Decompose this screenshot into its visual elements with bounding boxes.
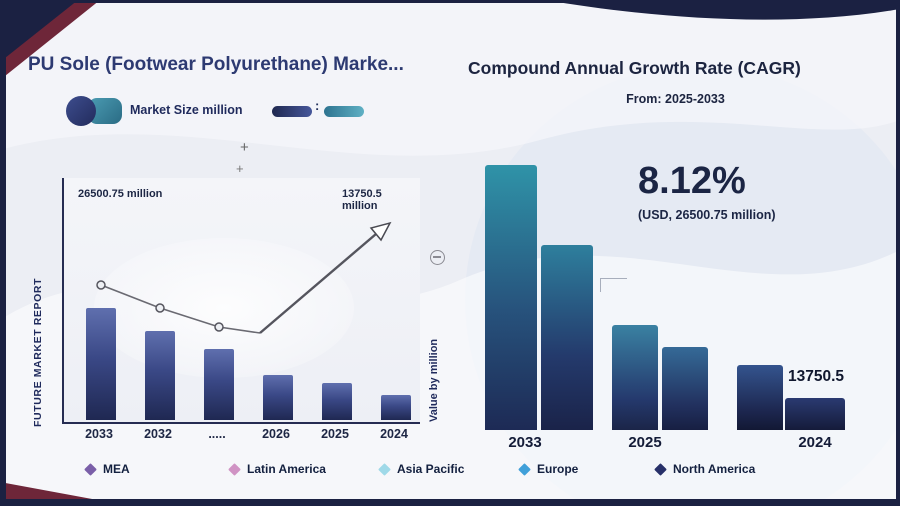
market-size-bar-2024 [381,395,411,420]
cagr-bar-2025-b [662,347,708,430]
cagr-bar-2024-a [737,365,783,430]
market-size-plot: 26500.75 million 13750.5 million [62,178,420,424]
legend-item-label: Asia Pacific [397,462,465,476]
market-size-bar-2033 [86,308,116,420]
region-legend: MEA Latin America Asia Pacific Europe North … [0,462,900,486]
frame-left [0,0,6,506]
x-tick-.....: ..... [208,427,226,441]
market-size-bar-2026 [263,375,293,420]
bracket-decoration [600,278,627,292]
market-size-swatch [66,96,124,126]
cagr-bar-2033-b [541,245,593,430]
cagr-bar-2024-b [785,398,845,430]
plus-decoration: + [236,161,244,176]
top-right-wave [545,0,900,20]
cagr-year-2025: 2025 [628,434,662,451]
right-chart-title: Compound Annual Growth Rate (CAGR) [468,58,801,78]
x-tick-2032: 2032 [144,427,172,441]
legend-diamond-icon [228,462,241,476]
value-label-13750: 13750.5 [788,368,845,385]
legend-pill-navy [272,106,312,117]
legend-diamond-icon [654,462,667,476]
value-axis-label: Value by million [428,338,440,422]
cagr-value: 8.12% [638,160,746,202]
legend-item-latin-america: Latin America [228,462,326,476]
cagr-year-2033: 2033 [508,434,542,451]
annotation-2024-value: 13750.5 million [342,188,382,212]
market-size-bar-..... [204,349,234,420]
left-chart-title: PU Sole (Footwear Polyurethane) Marke... [28,54,404,75]
legend-item-label: Europe [537,462,579,476]
market-size-bar-2032 [145,331,175,420]
x-tick-2024: 2024 [380,427,408,441]
legend-item-asia-pacific: Asia Pacific [378,462,465,476]
legend-pill-teal [324,106,364,117]
cagr-bar-2025-a [612,325,658,430]
circle-icon [430,250,445,265]
annotation-2033-value: 26500.75 million [78,188,163,200]
y-axis-label-left: FUTURE MARKET REPORT [32,277,44,427]
market-size-bar-2025 [322,383,352,420]
legend-diamond-icon [378,462,391,476]
frame-bottom [0,499,900,506]
corner-accent-navy [0,0,78,62]
legend-item-europe: Europe [518,462,579,476]
trend-line-arrow [96,221,392,334]
swatch-navy-circle [66,96,96,126]
legend-diamond-icon [84,462,97,476]
frame-top [0,0,900,3]
x-tick-2033: 2033 [85,427,113,441]
cagr-bar-2033-a [485,165,537,430]
cagr-chart [470,120,890,430]
cagr-year-2024: 2024 [798,434,832,451]
market-size-bars [64,178,420,420]
market-size-legend-label: Market Size million [130,103,243,117]
legend-item-label: Latin America [247,462,326,476]
x-tick-2026: 2026 [262,427,290,441]
legend-item-mea: MEA [84,462,130,476]
legend-separator: : [315,98,320,113]
cagr-detail: (USD, 26500.75 million) [638,208,776,222]
right-chart-subtitle: From: 2025-2033 [626,92,725,106]
legend-item-north-america: North America [654,462,756,476]
plus-decoration: + [240,139,249,156]
frame-right [896,0,900,506]
legend-diamond-icon [518,462,531,476]
market-size-x-axis: 2033 2032..... 2026 2025 2024 [62,427,418,443]
x-tick-2025: 2025 [321,427,349,441]
legend-item-label: MEA [103,462,130,476]
legend-item-label: North America [673,462,756,476]
